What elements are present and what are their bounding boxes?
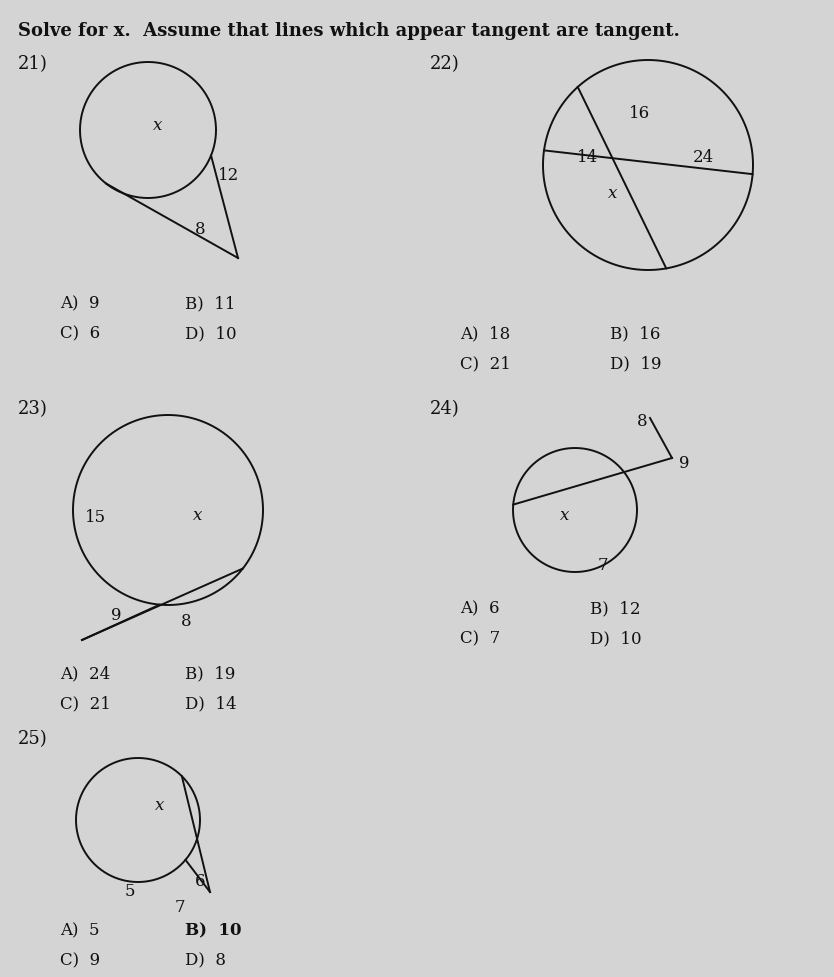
Text: B)  10: B) 10	[185, 922, 242, 939]
Text: 8: 8	[181, 614, 191, 630]
Text: 6: 6	[195, 873, 205, 890]
Text: 12: 12	[218, 166, 239, 184]
Text: x: x	[608, 185, 618, 201]
Text: 24): 24)	[430, 400, 460, 418]
Text: 7: 7	[174, 900, 185, 916]
Text: x: x	[153, 116, 163, 134]
Text: B)  12: B) 12	[590, 600, 641, 617]
Text: B)  16: B) 16	[610, 325, 661, 342]
Text: B)  11: B) 11	[185, 295, 235, 312]
Text: 8: 8	[636, 413, 647, 431]
Text: 25): 25)	[18, 730, 48, 748]
Text: 23): 23)	[18, 400, 48, 418]
Text: 8: 8	[194, 222, 205, 238]
Text: D)  19: D) 19	[610, 355, 661, 372]
Text: D)  10: D) 10	[590, 630, 641, 647]
Text: 15: 15	[85, 509, 107, 527]
Text: 9: 9	[111, 607, 121, 623]
Text: x: x	[560, 506, 570, 524]
Text: 21): 21)	[18, 55, 48, 73]
Text: C)  6: C) 6	[60, 325, 100, 342]
Text: Solve for x.  Assume that lines which appear tangent are tangent.: Solve for x. Assume that lines which app…	[18, 22, 680, 40]
Text: C)  21: C) 21	[60, 695, 111, 712]
Text: D)  8: D) 8	[185, 952, 226, 969]
Text: C)  21: C) 21	[460, 355, 511, 372]
Text: 24: 24	[692, 149, 714, 165]
Text: 5: 5	[125, 883, 135, 901]
Text: D)  14: D) 14	[185, 695, 237, 712]
Text: 16: 16	[630, 105, 651, 121]
Text: A)  5: A) 5	[60, 922, 99, 939]
Text: A)  6: A) 6	[460, 600, 500, 617]
Text: x: x	[193, 506, 203, 524]
Text: 9: 9	[679, 454, 689, 472]
Text: 14: 14	[577, 149, 599, 165]
Text: A)  24: A) 24	[60, 665, 110, 682]
Text: 7: 7	[598, 557, 608, 573]
Text: B)  19: B) 19	[185, 665, 235, 682]
Text: A)  18: A) 18	[460, 325, 510, 342]
Text: C)  9: C) 9	[60, 952, 100, 969]
Text: x: x	[155, 796, 164, 814]
Text: 22): 22)	[430, 55, 460, 73]
Text: C)  7: C) 7	[460, 630, 500, 647]
Text: D)  10: D) 10	[185, 325, 237, 342]
Text: A)  9: A) 9	[60, 295, 99, 312]
